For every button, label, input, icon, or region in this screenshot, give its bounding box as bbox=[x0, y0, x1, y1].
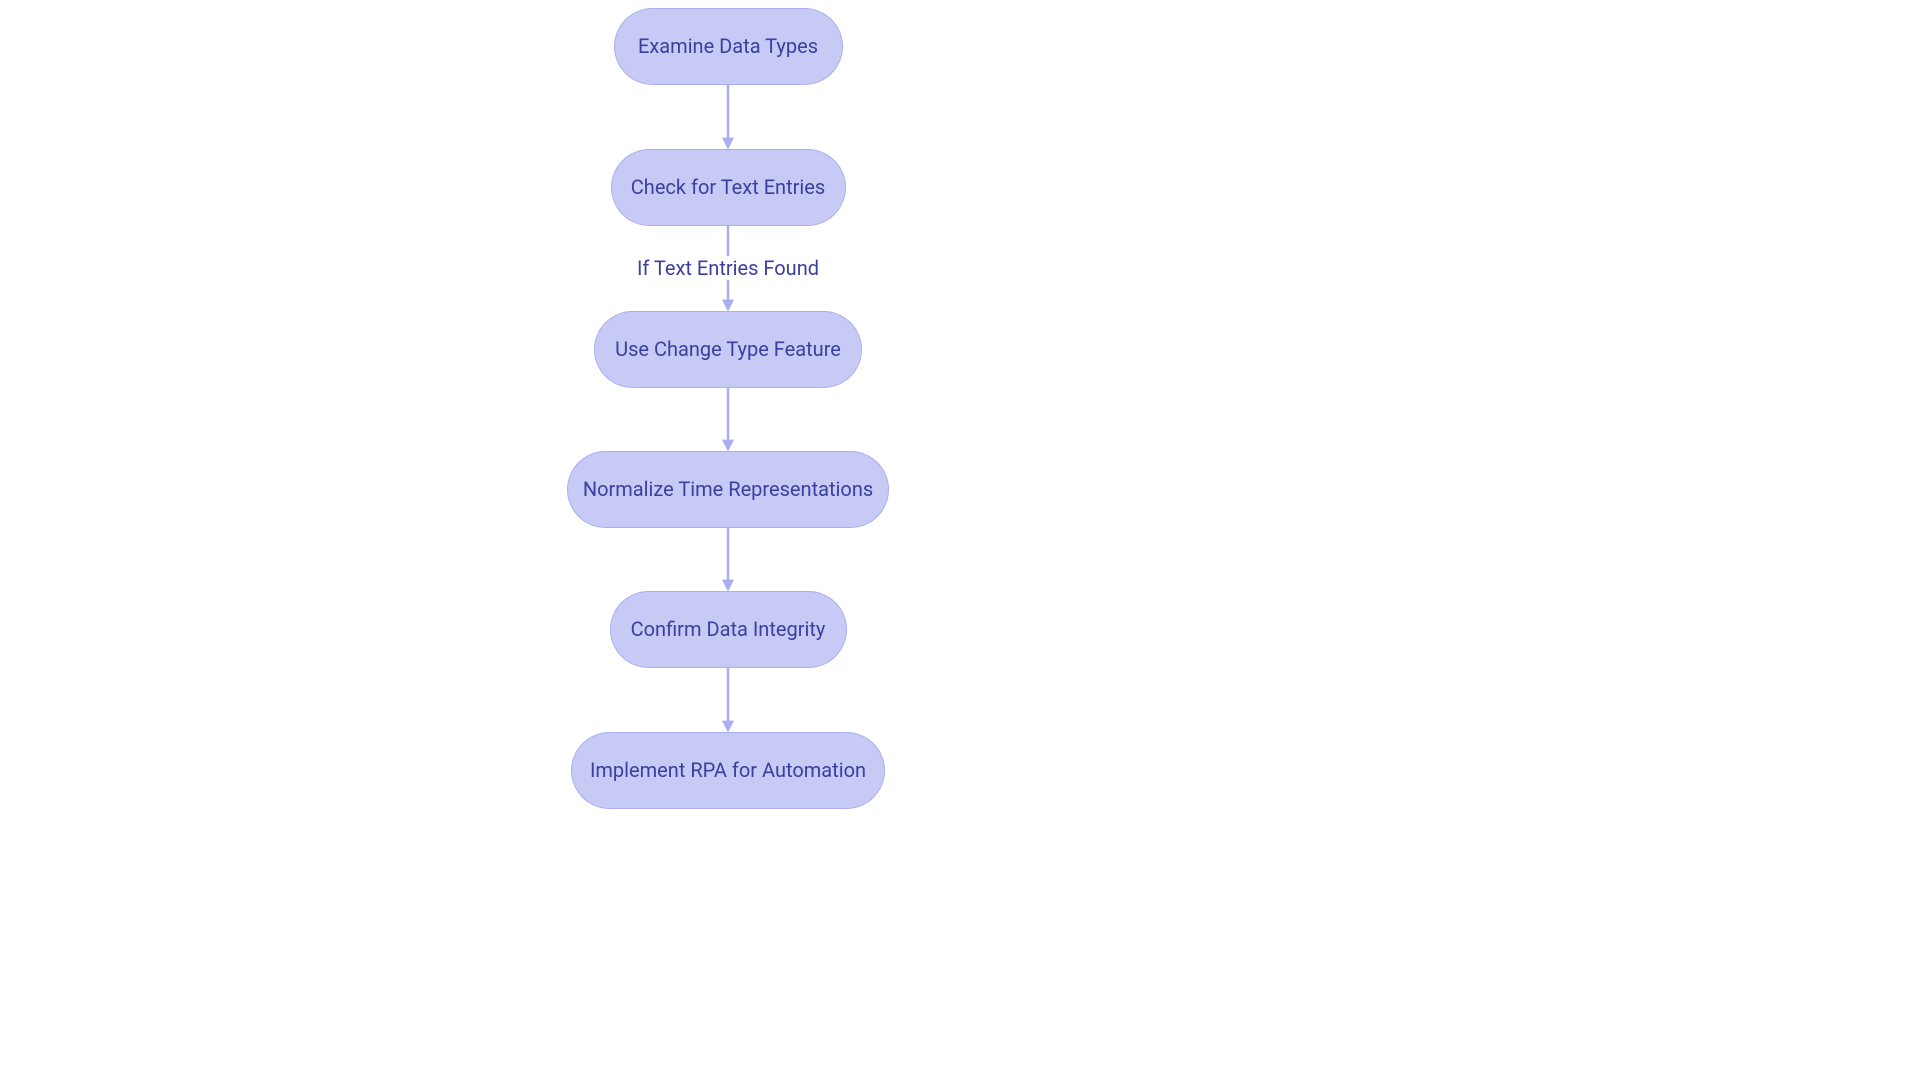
flow-node: Confirm Data Integrity bbox=[610, 591, 847, 668]
flow-edge-label: If Text Entries Found bbox=[631, 256, 825, 280]
flow-node: Implement RPA for Automation bbox=[571, 732, 885, 809]
flow-node-label: Implement RPA for Automation bbox=[590, 758, 866, 782]
flow-node: Examine Data Types bbox=[614, 8, 843, 85]
flow-node-label: Use Change Type Feature bbox=[615, 337, 841, 361]
flow-node-label: Check for Text Entries bbox=[631, 175, 825, 199]
flow-node: Check for Text Entries bbox=[611, 149, 846, 226]
flowchart-canvas: Examine Data Types Check for Text Entries… bbox=[0, 0, 1920, 1083]
flow-node: Normalize Time Representations bbox=[567, 451, 889, 528]
flow-node-label: Confirm Data Integrity bbox=[631, 617, 826, 641]
flow-node-label: Examine Data Types bbox=[638, 34, 818, 58]
flow-node: Use Change Type Feature bbox=[594, 311, 862, 388]
edges-layer bbox=[0, 0, 1920, 1083]
flow-node-label: Normalize Time Representations bbox=[583, 477, 873, 501]
